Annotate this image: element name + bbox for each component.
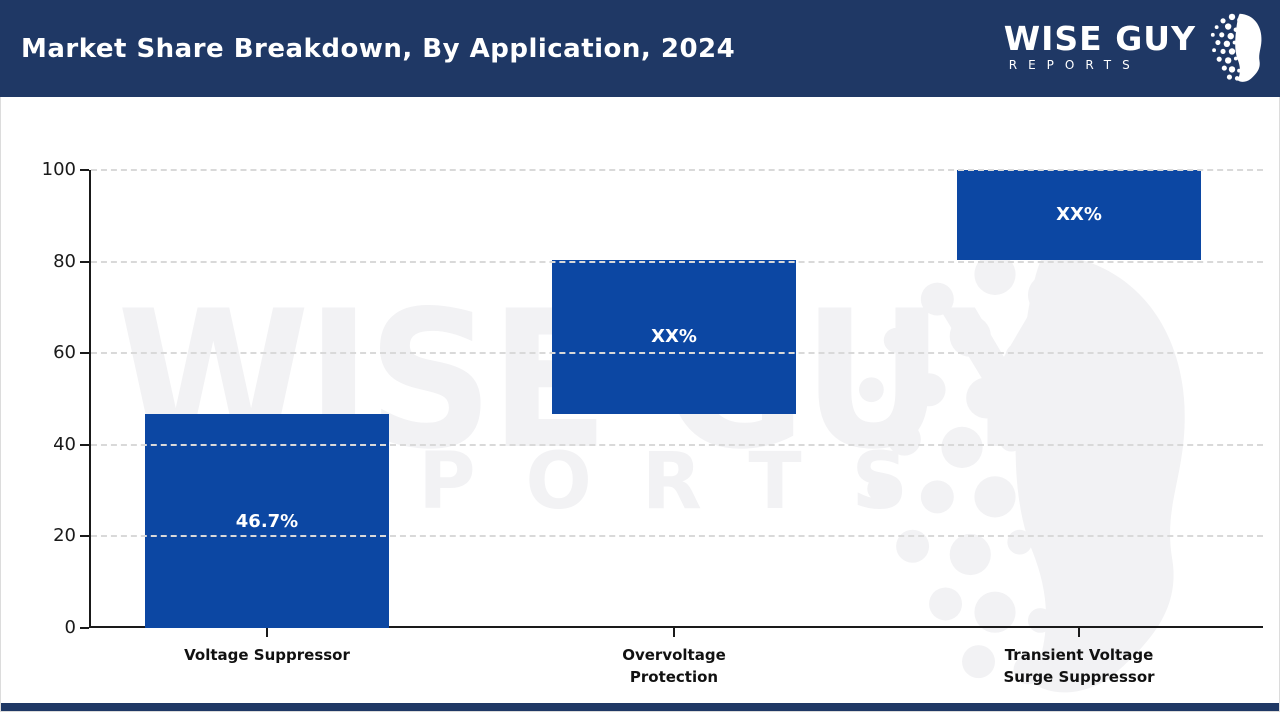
wiseguy-head-icon <box>1210 13 1262 82</box>
bar-segment: XX% <box>552 259 796 415</box>
x-category-label: Overvoltage Protection <box>622 646 726 686</box>
bar-value-label: XX% <box>651 326 697 348</box>
y-tick-label: 80 <box>53 250 76 272</box>
plot-area: 0 20 40 60 80 100 46.7% Voltage Suppressor XX% Ov… <box>42 159 1263 686</box>
wiseguy-logo-text: WISE GUY REPORTS <box>1003 18 1196 73</box>
y-axis-tick <box>80 352 89 355</box>
y-tick-label: 20 <box>53 525 76 547</box>
page-title: Market Share Breakdown, By Application, … <box>21 33 736 64</box>
x-axis-tick <box>1078 628 1080 637</box>
x-category-label: Voltage Suppressor <box>184 646 350 664</box>
bar-segment: XX% <box>957 170 1201 260</box>
chart-area: WISE GUY REPORTS 0 20 40 60 80 100 46.7% Voltag… <box>0 97 1280 712</box>
wiseguy-logo-subtitle: REPORTS <box>1008 58 1141 73</box>
y-axis-tick <box>80 260 89 263</box>
y-axis-tick <box>80 535 89 538</box>
bar-value-label: 46.7% <box>235 510 299 532</box>
y-axis-tick <box>80 443 89 446</box>
header-bar: Market Share Breakdown, By Application, … <box>0 0 1280 97</box>
bar-segment: 46.7% <box>145 414 389 628</box>
x-category-label: Transient Voltage Surge Suppressor <box>1003 646 1155 686</box>
y-axis-tick <box>80 627 89 629</box>
y-axis-tick <box>80 169 89 171</box>
bar-value-label: XX% <box>1056 204 1102 226</box>
y-tick-label: 60 <box>53 342 76 364</box>
x-axis-tick <box>673 628 675 637</box>
y-tick-label: 0 <box>64 617 76 638</box>
wiseguy-logo-wordmark: WISE GUY <box>1003 18 1196 58</box>
x-axis-tick <box>266 628 268 637</box>
footer-bar <box>1 703 1279 711</box>
wiseguy-logo: WISE GUY REPORTS <box>1004 8 1264 86</box>
y-tick-label: 40 <box>53 433 76 455</box>
y-tick-label: 100 <box>41 159 76 180</box>
